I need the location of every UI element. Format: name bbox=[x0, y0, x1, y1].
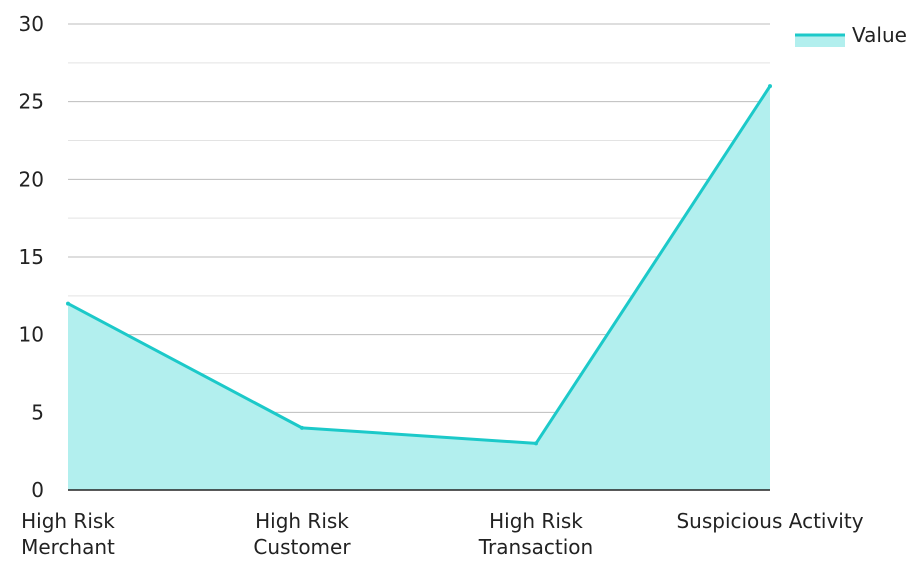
x-category-label-line: Customer bbox=[253, 535, 351, 559]
x-category-label: High Risk Merchant bbox=[21, 509, 115, 559]
x-category-label-line: High Risk bbox=[21, 509, 115, 533]
y-tick-label: 5 bbox=[31, 400, 44, 424]
x-category-label: High Risk Transaction bbox=[478, 509, 593, 559]
data-point[interactable] bbox=[534, 441, 538, 446]
data-point[interactable] bbox=[66, 301, 70, 306]
data-point[interactable] bbox=[300, 425, 304, 430]
data-point[interactable] bbox=[768, 84, 772, 89]
x-category-label-line: High Risk bbox=[255, 509, 349, 533]
x-category-label: High Risk Customer bbox=[253, 509, 351, 559]
series-area-fill bbox=[68, 86, 770, 490]
y-axis-ticks: 0 5 10 15 20 25 30 bbox=[19, 12, 44, 502]
x-category-label-line: Suspicious Activity bbox=[676, 509, 863, 533]
y-tick-label: 30 bbox=[19, 12, 44, 36]
y-tick-label: 25 bbox=[19, 90, 44, 114]
area-layer bbox=[66, 84, 772, 490]
y-tick-label: 15 bbox=[19, 245, 44, 269]
x-category-label-line: Merchant bbox=[21, 535, 115, 559]
y-tick-label: 10 bbox=[19, 323, 44, 347]
legend[interactable]: Value bbox=[795, 23, 907, 47]
legend-label-value: Value bbox=[852, 23, 907, 47]
series-line bbox=[67, 85, 772, 445]
legend-swatch bbox=[795, 34, 845, 47]
x-category-label: Suspicious Activity bbox=[676, 509, 863, 533]
y-tick-label: 20 bbox=[19, 167, 44, 191]
x-category-label-line: Transaction bbox=[478, 535, 593, 559]
y-tick-label: 0 bbox=[31, 478, 44, 502]
x-category-label-line: High Risk bbox=[489, 509, 583, 533]
